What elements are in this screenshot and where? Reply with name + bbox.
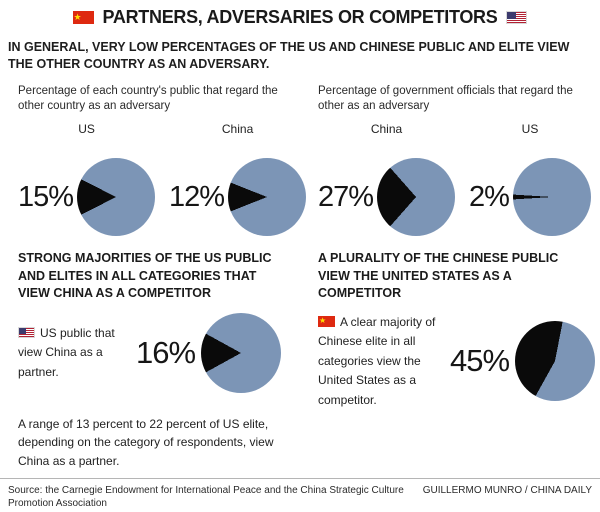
competitor-us-column: STRONG MAJORITIES OF THE US PUBLIC AND E…: [0, 250, 300, 470]
adversary-section: Percentage of each country's public that…: [0, 72, 600, 237]
heading-us-competitor: STRONG MAJORITIES OF THE US PUBLIC AND E…: [18, 251, 272, 301]
pie-unit-china-public: China 12%: [169, 122, 307, 237]
pie-chart-us-public-adversary: [77, 158, 156, 237]
competitor-china-column: A PLURALITY OF THE CHINESE PUBLIC VIEW T…: [300, 250, 600, 470]
footnote-us-elite: A range of 13 percent to 22 percent of U…: [18, 416, 274, 469]
china-flag-icon: ★: [72, 11, 94, 24]
pie-unit-us-officials: US 2%: [469, 122, 591, 237]
percent-label-us-officials: 2%: [469, 181, 510, 214]
adversary-public-column: Percentage of each country's public that…: [0, 72, 307, 237]
header: ★ PARTNERS, ADVERSARIES OR COMPETITORS: [0, 0, 600, 28]
note-text: A clear majority of Chinese elite in all…: [318, 314, 436, 407]
pies-row-public: US 15% China 12%: [18, 122, 307, 237]
note-chinese-elite: ★ A clear majority of Chinese elite in al…: [318, 313, 444, 410]
note-text: US public that view China as a partner.: [18, 325, 115, 379]
us-flag-canton: [507, 12, 517, 19]
country-label-china: China: [370, 122, 403, 137]
note-us-public: US public that view China as a partner.: [18, 324, 130, 382]
percent-label-china-public: 12%: [169, 181, 225, 214]
pie-with-value: 27%: [318, 158, 456, 237]
pie-chart-china-officials-adversary: [377, 158, 456, 237]
star-icon: ★: [319, 315, 327, 325]
us-flag-icon: [506, 11, 528, 24]
footer: Source: the Carnegie Endowment for Inter…: [8, 485, 592, 510]
credit-text: GUILLERMO MUNRO / CHINA DAILY: [422, 485, 592, 496]
intro-text: IN GENERAL, VERY LOW PERCENTAGES OF THE …: [8, 40, 570, 71]
pie-with-value: 15%: [18, 158, 156, 237]
pie-unit-china-officials: China 27%: [318, 122, 456, 237]
competitor-section: STRONG MAJORITIES OF THE US PUBLIC AND E…: [0, 250, 600, 470]
us-flag-icon: [18, 326, 35, 338]
heading-china-competitor: A PLURALITY OF THE CHINESE PUBLIC VIEW T…: [318, 251, 559, 301]
star-icon: ★: [73, 12, 82, 22]
page-title: PARTNERS, ADVERSARIES OR COMPETITORS: [102, 7, 498, 27]
china-competitor-chart-row: ★ A clear majority of Chinese elite in al…: [318, 313, 600, 410]
pie-with-value: 2%: [469, 158, 591, 237]
percent-label-china-competitor: 45%: [450, 343, 510, 379]
source-text: Source: the Carnegie Endowment for Inter…: [8, 485, 404, 509]
pie-chart-us-partner: [201, 312, 282, 393]
adversary-officials-column: Percentage of government officials that …: [300, 72, 600, 237]
country-label-us: US: [521, 122, 539, 137]
china-flag-icon: ★: [318, 315, 335, 327]
footer-divider: [0, 478, 600, 479]
country-label-us: US: [78, 122, 95, 137]
caption-officials-adversary: Percentage of government officials that …: [318, 85, 573, 113]
pie-unit-us-public: US 15%: [18, 122, 156, 237]
us-flag-canton: [19, 327, 26, 334]
pie-chart-us-officials-adversary: [512, 158, 591, 237]
pies-row-officials: China 27% US 2%: [318, 122, 600, 237]
us-partner-chart-row: US public that view China as a partner. …: [18, 312, 300, 393]
percent-label-us-partner: 16%: [136, 334, 196, 370]
percent-label-us-public: 15%: [18, 181, 74, 214]
pie-chart-china-public-adversary: [228, 158, 307, 237]
percent-label-china-officials: 27%: [318, 181, 374, 214]
pie-with-value: 12%: [169, 158, 307, 237]
caption-public-adversary: Percentage of each country's public that…: [18, 85, 278, 113]
pie-chart-china-competitor: [515, 321, 596, 402]
country-label-china: China: [221, 122, 254, 137]
